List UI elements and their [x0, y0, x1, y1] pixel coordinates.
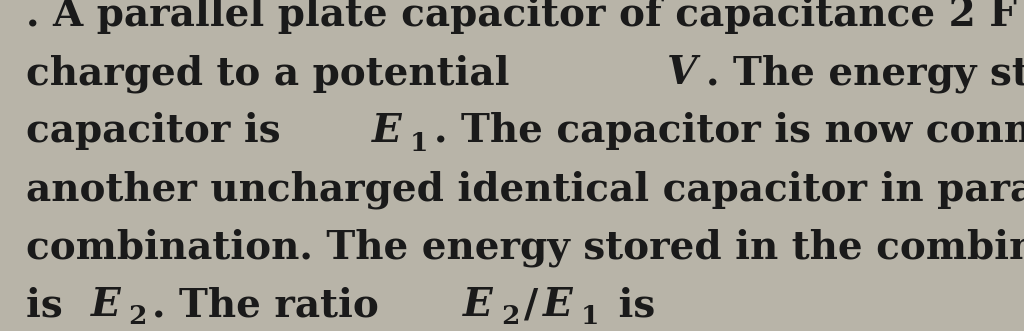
Text: combination. The energy stored in the combination: combination. The energy stored in the co…: [26, 228, 1024, 267]
Text: is: is: [605, 286, 655, 324]
Text: . The energy stored in the: . The energy stored in the: [706, 54, 1024, 93]
Text: 2: 2: [501, 305, 519, 329]
Text: E: E: [90, 286, 120, 324]
Text: E: E: [463, 286, 493, 324]
Text: /: /: [524, 286, 539, 324]
Text: E: E: [543, 286, 572, 324]
Text: . A parallel plate capacitor of capacitance 2 F is: . A parallel plate capacitor of capacita…: [26, 0, 1024, 34]
Text: V: V: [667, 54, 697, 92]
Text: . The ratio: . The ratio: [153, 286, 393, 324]
Text: capacitor is: capacitor is: [26, 112, 294, 150]
Text: charged to a potential: charged to a potential: [26, 54, 522, 93]
Text: . The capacitor is now connected to: . The capacitor is now connected to: [433, 112, 1024, 150]
Text: another uncharged identical capacitor in parallel: another uncharged identical capacitor in…: [26, 170, 1024, 209]
Text: 1: 1: [410, 131, 428, 156]
Text: is: is: [26, 286, 76, 324]
Text: 1: 1: [581, 305, 599, 329]
Text: 2: 2: [129, 305, 147, 329]
Text: E: E: [372, 112, 401, 150]
